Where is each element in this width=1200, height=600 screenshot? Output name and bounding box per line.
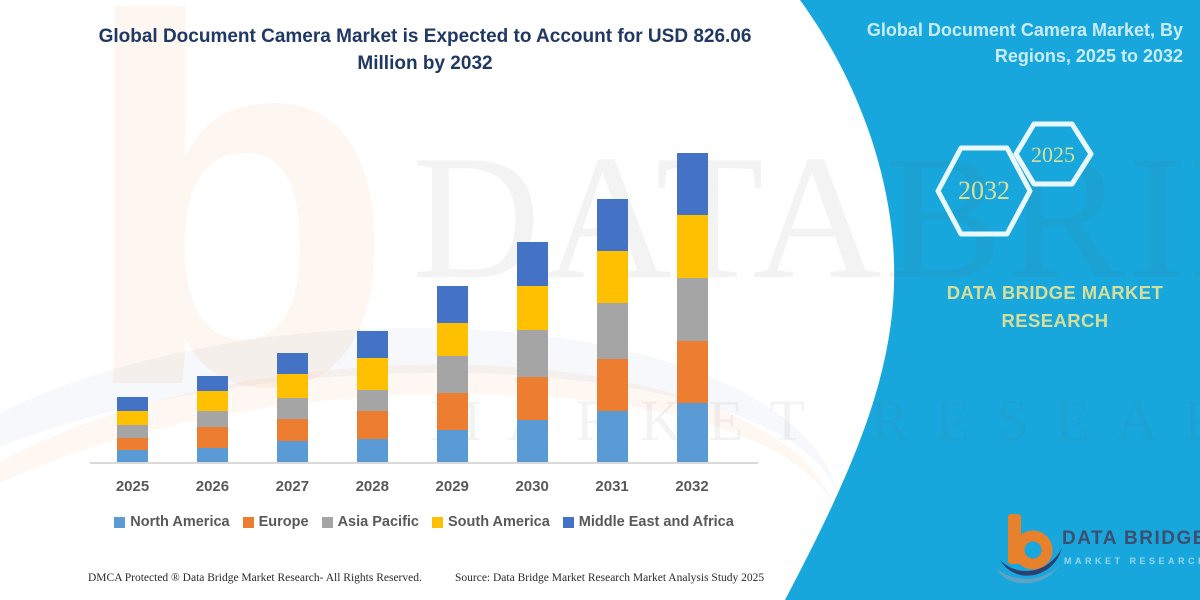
legend-swatch-icon	[242, 516, 254, 528]
bar-segment-2025-south-america	[117, 410, 148, 426]
bar-segment-2032-north-america	[676, 403, 708, 463]
bar-segment-2029-europe	[436, 393, 468, 431]
hexagon-2025	[1013, 121, 1094, 187]
chart-title: Global Document Camera Market is Expecte…	[98, 26, 752, 74]
x-axis-label-2025: 2025	[115, 478, 150, 495]
x-axis-label-2026: 2026	[195, 478, 230, 495]
bar-segment-2031-middle-east-and-africa	[596, 199, 628, 251]
legend-item-europe: Europe	[242, 514, 309, 530]
legend-item-north-america: North America	[114, 514, 230, 530]
chart-legend: North America Europe Asia Pacific South Ame…	[88, 514, 760, 530]
bar-segment-2031-north-america	[596, 411, 628, 463]
bar-segment-2028-europe	[356, 411, 388, 439]
hexagon-2032	[935, 145, 1033, 237]
bar-segment-2026-europe	[196, 427, 228, 448]
bar-segment-2032-europe	[676, 341, 708, 403]
bar-segment-2027-europe	[276, 419, 308, 442]
legend-swatch-icon	[562, 516, 574, 528]
legend-swatch-icon	[432, 516, 443, 528]
panel-title: Global Document Camera Market, By Region…	[866, 20, 1183, 66]
bar-segment-2026-middle-east-and-africa	[196, 376, 228, 392]
logo-subtitle: MARKET RESEARCH	[1064, 556, 1200, 566]
bar-segment-2029-middle-east-and-africa	[436, 286, 468, 324]
teal-panel-shape	[785, 0, 1200, 600]
x-axis-label-2032: 2032	[675, 478, 709, 495]
bar-segment-2032-middle-east-and-africa	[676, 153, 708, 216]
bar-segment-2028-north-america	[356, 438, 388, 463]
bar-segment-2029-asia-pacific	[436, 356, 468, 394]
legend-label: Europe	[258, 514, 309, 530]
hexagon-year-badges: 2032 2025	[935, 121, 1094, 237]
bar-segment-2031-europe	[596, 358, 628, 412]
bar-segment-2030-asia-pacific	[516, 330, 548, 377]
bar-segment-2027-south-america	[276, 373, 308, 398]
bar-segment-2030-europe	[516, 377, 548, 421]
bar-segment-2032-asia-pacific	[676, 278, 708, 342]
bar-segment-2030-middle-east-and-africa	[516, 242, 548, 287]
legend-item-middle-east-and-africa: Middle East and Africa	[562, 514, 734, 530]
bar-segment-2025-north-america	[117, 450, 148, 463]
hexagon-2025-label: 2025	[1031, 142, 1075, 167]
bar-segment-2030-south-america	[516, 286, 548, 331]
bar-segment-2026-asia-pacific	[196, 410, 228, 428]
copyright-text: DMCA Protected ® Data Bridge Market Rese…	[88, 572, 422, 584]
bar-segment-2029-north-america	[436, 430, 468, 463]
bar-segment-2027-asia-pacific	[276, 397, 308, 419]
source-text: Source: Data Bridge Market Research Mark…	[455, 572, 765, 584]
x-axis-label-2030: 2030	[515, 478, 549, 495]
bar-segment-2032-south-america	[676, 215, 708, 278]
bar-segment-2031-south-america	[596, 251, 628, 303]
brand-text: DATA BRIDGE MARKET RESEARCH	[946, 282, 1164, 331]
bar-segment-2025-europe	[117, 438, 148, 451]
legend-item-asia-pacific: Asia Pacific	[321, 514, 419, 530]
data-bridge-logo-icon	[996, 514, 1062, 584]
legend-label: North America	[130, 514, 230, 530]
x-axis-label-2029: 2029	[435, 478, 469, 495]
legend-swatch-icon	[321, 516, 333, 528]
bar-segment-2031-asia-pacific	[596, 303, 628, 359]
bar-segment-2025-middle-east-and-africa	[117, 396, 148, 411]
bar-segment-2028-south-america	[356, 358, 388, 390]
logo-name: DATA BRIDGE	[1062, 528, 1200, 549]
legend-swatch-icon	[114, 516, 126, 528]
x-axis-label-2028: 2028	[355, 478, 389, 495]
x-axis-line	[90, 462, 758, 464]
bar-segment-2030-north-america	[516, 420, 548, 463]
hexagon-2032-label: 2032	[958, 176, 1010, 205]
x-axis-label-2027: 2027	[275, 478, 310, 495]
bar-segment-2027-north-america	[276, 441, 308, 463]
legend-item-south-america: South America	[432, 514, 550, 530]
bar-segment-2029-south-america	[436, 323, 468, 357]
x-axis-label-2031: 2031	[595, 478, 629, 495]
bar-segment-2026-south-america	[196, 391, 228, 411]
bar-segment-2028-middle-east-and-africa	[356, 330, 388, 359]
bar-segment-2025-asia-pacific	[117, 425, 148, 439]
legend-label: Middle East and Africa	[578, 514, 734, 530]
legend-label: South America	[448, 514, 550, 530]
bar-segment-2026-north-america	[196, 448, 228, 463]
legend-label: Asia Pacific	[337, 514, 419, 530]
bar-segment-2027-middle-east-and-africa	[276, 352, 308, 374]
data-bridge-logo: DATA BRIDGE MARKET RESEARCH	[996, 508, 1200, 588]
bar-segment-2028-asia-pacific	[356, 389, 388, 412]
